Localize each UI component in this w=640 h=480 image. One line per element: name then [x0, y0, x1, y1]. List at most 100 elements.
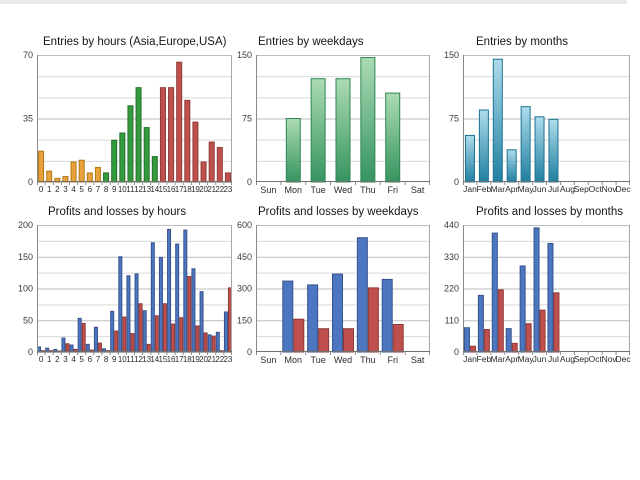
bar-profits-20: [199, 291, 204, 353]
x-axis-label: Sun: [260, 185, 276, 195]
x-axis-label: Sat: [411, 185, 425, 195]
x-axis-label: Jun: [533, 184, 547, 194]
x-axis-label: 19: [191, 355, 200, 364]
bar-entries-thu: [360, 57, 376, 183]
chart-title: Profits and losses by weekdays: [258, 206, 419, 218]
chart-title: Profits and losses by months: [476, 206, 624, 218]
y-axis-label: 150: [237, 315, 252, 325]
bar-losses-jun: [539, 309, 546, 353]
bar-profits-19: [191, 268, 196, 353]
y-axis-label: 0: [247, 347, 252, 357]
bar-entries-apr: [506, 149, 517, 183]
bar-profits-7: [93, 326, 98, 353]
x-axis-label: 15: [158, 185, 167, 194]
x-axis-label: May: [518, 184, 535, 194]
bar-entries-18: [184, 99, 191, 183]
bar-losses-jul: [553, 292, 560, 353]
y-axis-label: 75: [449, 114, 459, 124]
bar-entries-wed: [335, 78, 351, 183]
bar-losses-feb: [483, 328, 490, 353]
x-axis-label: Jun: [533, 354, 547, 364]
x-axis-label: Wed: [334, 355, 352, 365]
x-axis-label: 18: [183, 185, 192, 194]
bar-profits-14: [150, 242, 155, 353]
x-axis-label: 16: [167, 185, 176, 194]
x-axis-label: 5: [79, 355, 84, 364]
bar-losses-23: [227, 287, 232, 353]
x-axis-label: Tue: [311, 355, 326, 365]
bar-entries-4: [70, 161, 77, 183]
x-axis-label: 8: [104, 355, 109, 364]
x-axis-label: 16: [167, 355, 176, 364]
x-axis-label: Sat: [411, 355, 425, 365]
x-axis-label: Apr: [505, 184, 518, 194]
y-axis-label: 70: [23, 50, 33, 60]
bar-profits-23: [223, 311, 228, 353]
bar-profits-11: [126, 275, 131, 353]
bar-losses-17: [179, 317, 184, 353]
y-axis-label: 440: [444, 220, 459, 230]
y-axis-label: 200: [18, 220, 33, 230]
y-axis-label: 50: [23, 315, 33, 325]
chart-profits-losses-by-hours: Profits and losses by hours 0 50 100 150 200…: [18, 206, 233, 364]
x-axis-label: 7: [96, 355, 101, 364]
bar-entries-may: [520, 106, 531, 183]
x-axis-label: Feb: [477, 354, 492, 364]
chart-title: Entries by weekdays: [258, 36, 364, 48]
x-axis-label: 19: [191, 185, 200, 194]
x-axis-label: Nov: [602, 354, 618, 364]
x-axis-label: 4: [71, 355, 76, 364]
x-axis-label: 3: [63, 355, 68, 364]
bar-entries-0: [38, 150, 45, 183]
x-axis-label: 7: [96, 185, 101, 194]
x-axis-label: Sep: [574, 354, 589, 364]
x-axis-label: 20: [199, 355, 208, 364]
bar-profits-jan: [463, 327, 470, 353]
bar-profits-16: [167, 228, 172, 353]
y-axis-label: 450: [237, 252, 252, 262]
bar-profits-fri: [381, 278, 393, 353]
bar-entries-1: [46, 170, 53, 183]
bar-profits-feb: [477, 294, 484, 353]
x-axis-label: 8: [104, 185, 109, 194]
bar-entries-19: [192, 121, 199, 183]
bar-entries-14: [151, 156, 158, 183]
x-axis-label: 17: [175, 185, 184, 194]
x-axis-label: 2: [55, 185, 60, 194]
x-axis-label: 1: [47, 185, 52, 194]
bar-profits-jun: [533, 227, 540, 353]
y-axis-label: 0: [28, 347, 33, 357]
bar-entries-15: [159, 87, 166, 183]
bar-entries-5: [78, 159, 85, 183]
x-axis-label: Aug: [560, 184, 575, 194]
bar-entries-23: [224, 172, 231, 183]
bar-profits-9: [110, 310, 115, 353]
bar-profits-13: [142, 310, 147, 353]
bar-losses-12: [138, 303, 143, 353]
chart-entries-by-months: Entries by months 0 75 150 Jan Feb Mar Apr May J…: [444, 36, 631, 194]
bar-profits-17: [175, 243, 180, 353]
bar-losses-fri: [392, 323, 404, 353]
x-axis-label: Apr: [505, 354, 518, 364]
bar-entries-17: [176, 61, 183, 183]
bar-losses-21: [211, 335, 216, 353]
chart-profits-losses-by-weekdays: Profits and losses by weekdays 0 150 300 45…: [237, 206, 430, 365]
x-axis-label: 13: [142, 355, 151, 364]
bar-losses-14: [154, 315, 159, 353]
bar-profits-12: [134, 273, 139, 353]
x-axis-label: Feb: [477, 184, 492, 194]
y-axis-label: 110: [445, 315, 459, 325]
x-axis-label: Tue: [311, 185, 326, 195]
y-axis-label: 220: [444, 284, 459, 294]
x-axis-label: 0: [39, 355, 44, 364]
y-axis-label: 100: [18, 284, 33, 294]
x-axis-label: Jan: [463, 184, 477, 194]
bar-profits-4: [69, 344, 74, 353]
y-axis-label: 300: [237, 284, 252, 294]
bar-profits-wed: [332, 273, 343, 353]
bar-profits-21: [207, 334, 212, 353]
x-axis-label: 15: [158, 355, 167, 364]
x-axis-label: Fri: [387, 185, 398, 195]
